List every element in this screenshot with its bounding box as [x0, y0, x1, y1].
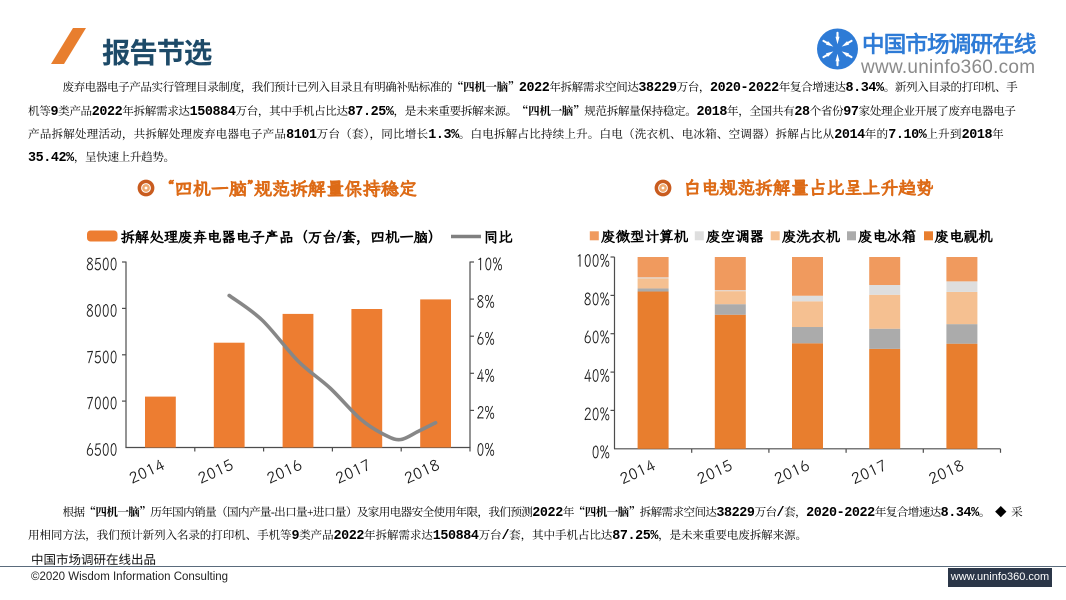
svg-text:废电视机: 废电视机 [935, 228, 993, 247]
svg-text:废电冰箱: 废电冰箱 [858, 228, 916, 247]
svg-text:废微型计算机: 废微型计算机 [601, 228, 688, 247]
svg-text:2018: 2018 [925, 455, 967, 489]
svg-text:8%: 8% [477, 290, 495, 313]
svg-text:废洗衣机: 废洗衣机 [782, 228, 840, 247]
svg-text:拆解处理废弃电器电子产品（万台/套，四机一脑）: 拆解处理废弃电器电子产品（万台/套，四机一脑） [120, 226, 443, 247]
svg-text:2015: 2015 [694, 455, 736, 489]
svg-text:0%: 0% [477, 439, 495, 462]
svg-text:2017: 2017 [848, 455, 890, 489]
svg-text:100%: 100% [576, 249, 610, 272]
svg-text:8500: 8500 [86, 253, 117, 276]
svg-text:6%: 6% [477, 327, 495, 350]
svg-text:2014: 2014 [616, 455, 658, 489]
svg-text:80%: 80% [584, 288, 610, 311]
svg-text:2016: 2016 [771, 455, 813, 489]
svg-text:4%: 4% [477, 365, 495, 388]
svg-text:2%: 2% [477, 402, 495, 425]
svg-text:20%: 20% [584, 403, 610, 426]
svg-text:同比: 同比 [484, 228, 513, 247]
svg-text:6500: 6500 [86, 439, 117, 462]
svg-text:废空调器: 废空调器 [706, 228, 764, 247]
svg-text:60%: 60% [584, 326, 610, 349]
svg-text:40%: 40% [584, 365, 610, 388]
svg-text:8000: 8000 [86, 299, 117, 322]
svg-text:0%: 0% [592, 441, 610, 464]
svg-text:7000: 7000 [86, 392, 117, 415]
svg-text:7500: 7500 [86, 346, 117, 369]
svg-text:10%: 10% [477, 253, 503, 276]
